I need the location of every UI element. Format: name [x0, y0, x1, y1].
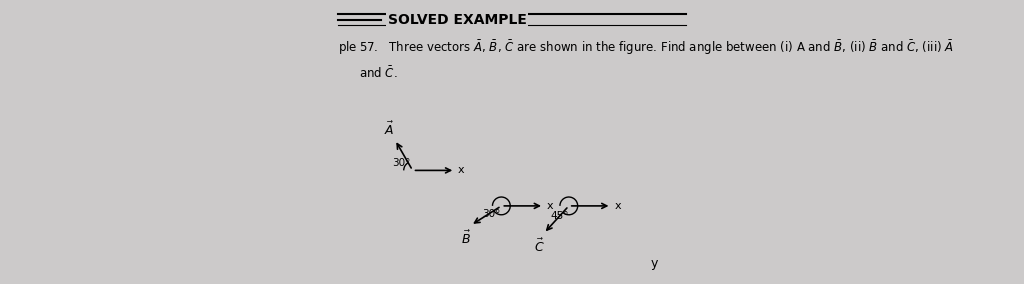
- Text: x: x: [547, 201, 553, 211]
- Text: and $\bar{C}$.: and $\bar{C}$.: [359, 66, 398, 81]
- Text: 30°: 30°: [482, 209, 501, 219]
- Text: y: y: [650, 257, 657, 270]
- Text: SOLVED EXAMPLE: SOLVED EXAMPLE: [388, 12, 526, 26]
- Text: $\vec{C}$: $\vec{C}$: [535, 238, 545, 255]
- Text: 45°: 45°: [551, 211, 569, 221]
- Text: x: x: [614, 201, 621, 211]
- Text: 30°: 30°: [392, 158, 411, 168]
- Text: $\vec{A}$: $\vec{A}$: [384, 121, 394, 138]
- Text: ple 57.   Three vectors $\bar{A}$, $\bar{B}$, $\bar{C}$ are shown in the figure.: ple 57. Three vectors $\bar{A}$, $\bar{B…: [338, 39, 954, 57]
- Text: $\vec{B}$: $\vec{B}$: [462, 230, 471, 247]
- Text: x: x: [458, 165, 465, 176]
